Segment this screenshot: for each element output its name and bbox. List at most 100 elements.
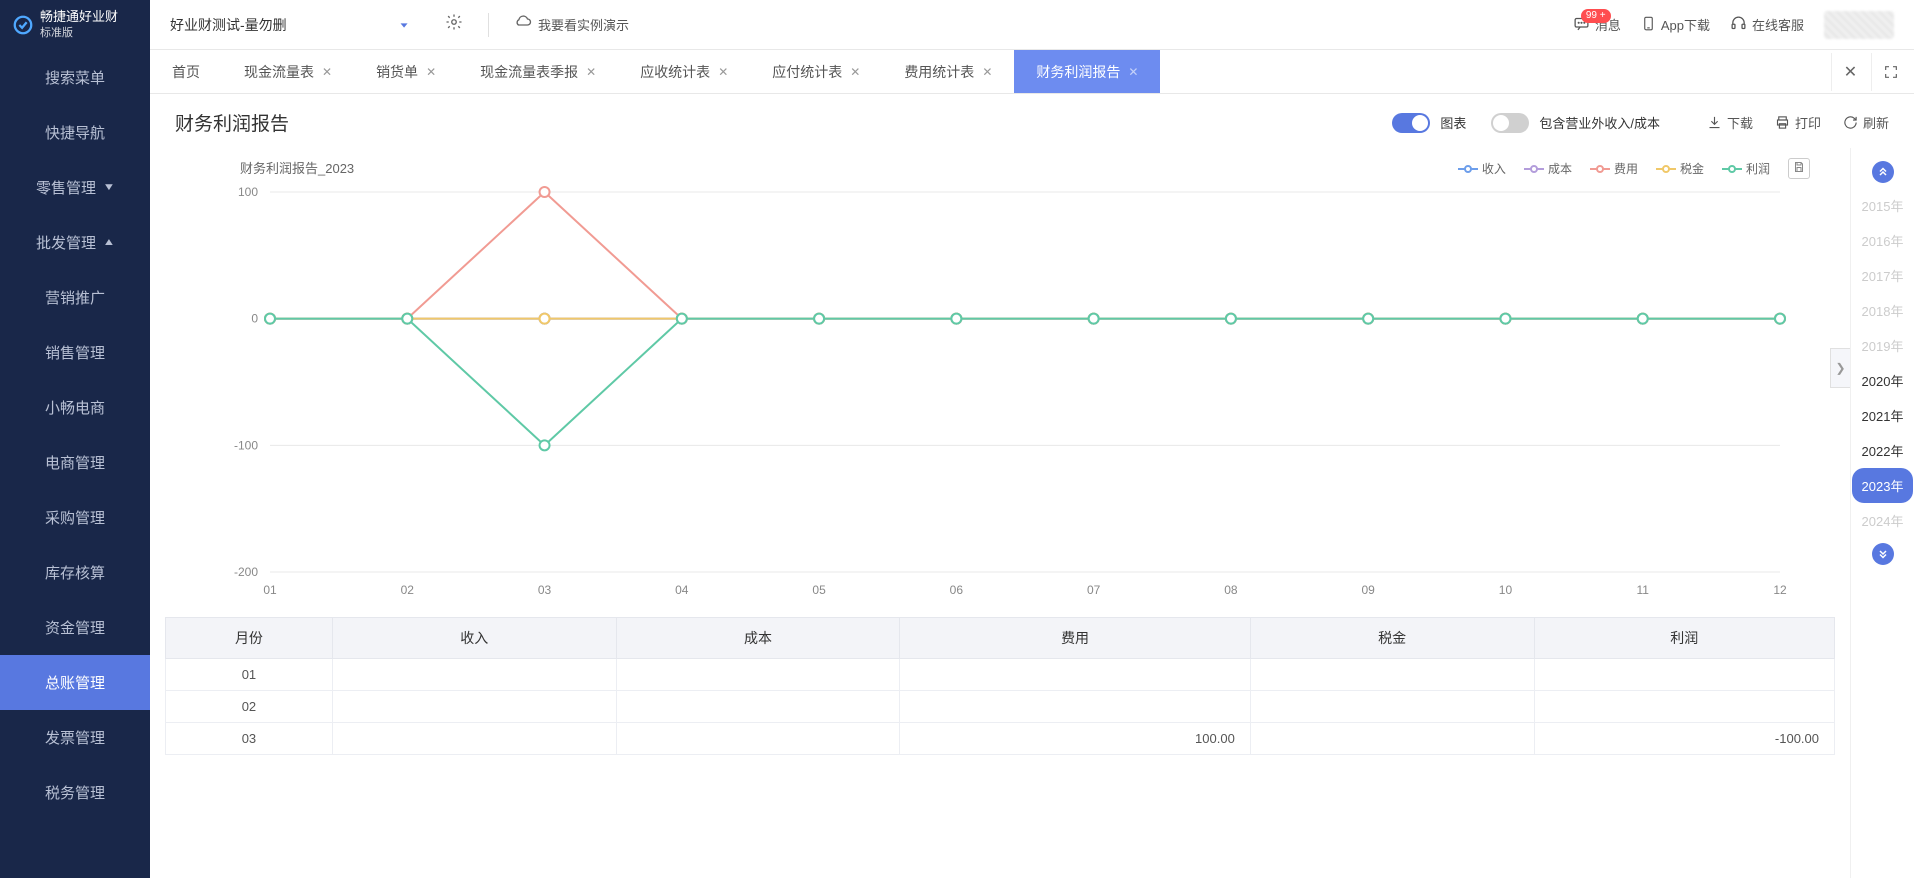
- table-header: 成本: [616, 618, 900, 659]
- cloud-icon: [514, 13, 532, 36]
- print-button[interactable]: 打印: [1775, 113, 1821, 132]
- app-download-button[interactable]: App下载: [1641, 15, 1710, 35]
- caret-down-icon: ▼: [103, 182, 116, 193]
- sidebar-item-电商管理[interactable]: 电商管理: [0, 435, 150, 490]
- workspace-selector[interactable]: 好业财测试-量勿删 ▼: [150, 15, 430, 35]
- extra-income-toggle[interactable]: [1491, 113, 1529, 133]
- download-icon: [1707, 115, 1722, 130]
- svg-text:-200: -200: [234, 565, 258, 579]
- collapse-year-panel-button[interactable]: ❯: [1830, 348, 1850, 388]
- year-item-2020年[interactable]: 2020年: [1852, 363, 1914, 398]
- header-actions: 消息 99 + App下载 在线客服: [1573, 11, 1914, 39]
- tab-应收统计表[interactable]: 应收统计表 ✕: [618, 50, 750, 93]
- sidebar-item-营销推广[interactable]: 营销推广: [0, 270, 150, 325]
- legend: 收入 成本 费用 税金 利润: [1458, 158, 1810, 179]
- headset-icon: [1730, 15, 1747, 35]
- close-icon[interactable]: ✕: [586, 65, 596, 79]
- refresh-button[interactable]: 刷新: [1843, 113, 1889, 132]
- tab-现金流量表季报[interactable]: 现金流量表季报 ✕: [458, 50, 618, 93]
- table-header: 收入: [332, 618, 616, 659]
- tab-label: 应收统计表: [640, 62, 710, 82]
- data-table: 月份收入成本费用税金利润 010203100.00-100.00: [165, 617, 1835, 755]
- close-icon[interactable]: ✕: [1128, 65, 1138, 79]
- profit-line-chart: -200-1000100010203040506070809101112: [180, 182, 1820, 602]
- table-cell: 01: [166, 659, 333, 691]
- tab-现金流量表[interactable]: 现金流量表✕: [222, 50, 354, 93]
- support-button[interactable]: 在线客服: [1730, 15, 1804, 35]
- sidebar-item-采购管理[interactable]: 采购管理: [0, 490, 150, 545]
- year-item-2021年[interactable]: 2021年: [1852, 398, 1914, 433]
- legend-label: 费用: [1614, 160, 1638, 177]
- legend-item-成本[interactable]: 成本: [1524, 160, 1572, 177]
- sidebar-item-快捷导航[interactable]: 快捷导航: [0, 105, 150, 160]
- legend-item-费用[interactable]: 费用: [1590, 160, 1638, 177]
- messages-button[interactable]: 消息 99 +: [1573, 15, 1621, 35]
- sidebar-item-批发管理[interactable]: 批发管理▲: [0, 215, 150, 270]
- svg-text:07: 07: [1087, 583, 1101, 597]
- sidebar-item-库存核算[interactable]: 库存核算: [0, 545, 150, 600]
- sidebar-item-销售管理[interactable]: 销售管理: [0, 325, 150, 380]
- fullscreen-button[interactable]: [1871, 53, 1909, 91]
- demo-link[interactable]: 我要看实例演示: [499, 13, 644, 36]
- table-cell: 02: [166, 691, 333, 723]
- sidebar-item-发票管理[interactable]: 发票管理: [0, 710, 150, 765]
- year-down-button[interactable]: [1872, 543, 1894, 565]
- close-all-tabs-button[interactable]: ✕: [1831, 53, 1869, 91]
- sidebar-item-label: 零售管理: [36, 177, 96, 198]
- svg-text:01: 01: [263, 583, 277, 597]
- avatar[interactable]: [1824, 11, 1894, 39]
- table-cell: [900, 691, 1250, 723]
- table-cell: 100.00: [900, 723, 1250, 755]
- workspace-name: 好业财测试-量勿删: [170, 15, 390, 35]
- legend-marker-icon: [1458, 164, 1478, 174]
- table-cell: [332, 659, 616, 691]
- gear-icon[interactable]: [445, 13, 463, 36]
- year-up-button[interactable]: [1872, 161, 1894, 183]
- messages-badge: 99 +: [1581, 9, 1611, 23]
- sidebar-item-label: 发票管理: [45, 727, 105, 748]
- chart-container: 财务利润报告_2023 收入成本费用税金利润 -200-100010001020…: [150, 148, 1850, 612]
- table-cell: 03: [166, 723, 333, 755]
- tab-应付统计表[interactable]: 应付统计表✕: [750, 50, 882, 93]
- legend-item-利润[interactable]: 利润: [1722, 160, 1770, 177]
- brand-edition: 标准版: [40, 24, 118, 40]
- sidebar-item-小畅电商[interactable]: 小畅电商: [0, 380, 150, 435]
- print-label: 打印: [1795, 113, 1821, 132]
- tab-费用统计表[interactable]: 费用统计表✕: [882, 50, 1014, 93]
- year-item-2018年: 2018年: [1852, 293, 1914, 328]
- year-item-2022年[interactable]: 2022年: [1852, 433, 1914, 468]
- year-item-2017年: 2017年: [1852, 258, 1914, 293]
- close-icon[interactable]: ✕: [426, 65, 436, 79]
- close-icon[interactable]: ✕: [718, 65, 728, 79]
- print-icon: [1775, 115, 1790, 130]
- table-cell: [332, 723, 616, 755]
- save-chart-icon[interactable]: [1788, 158, 1810, 179]
- download-button[interactable]: 下载: [1707, 113, 1753, 132]
- tab-财务利润报告[interactable]: 财务利润报告 ✕: [1014, 50, 1160, 93]
- svg-text:06: 06: [950, 583, 964, 597]
- refresh-label: 刷新: [1863, 113, 1889, 132]
- sidebar-item-搜索菜单[interactable]: 搜索菜单: [0, 50, 150, 105]
- svg-text:02: 02: [401, 583, 415, 597]
- svg-text:09: 09: [1362, 583, 1376, 597]
- tab-label: 财务利润报告: [1036, 62, 1120, 82]
- year-item-2023年[interactable]: 2023年: [1852, 468, 1914, 503]
- close-icon[interactable]: ✕: [322, 65, 332, 79]
- sidebar-item-总账管理[interactable]: 总账管理: [0, 655, 150, 710]
- legend-item-收入[interactable]: 收入: [1458, 160, 1506, 177]
- close-icon[interactable]: ✕: [850, 65, 860, 79]
- table-cell: [1250, 723, 1534, 755]
- chart-toggle[interactable]: [1392, 113, 1430, 133]
- tab-销货单[interactable]: 销货单✕: [354, 50, 458, 93]
- legend-item-税金[interactable]: 税金: [1656, 160, 1704, 177]
- sidebar-item-税务管理[interactable]: 税务管理: [0, 765, 150, 820]
- tab-首页[interactable]: 首页: [150, 50, 222, 93]
- sidebar-item-零售管理[interactable]: 零售管理 ▼: [0, 160, 150, 215]
- sidebar-item-资金管理[interactable]: 资金管理: [0, 600, 150, 655]
- tab-label: 现金流量表季报: [480, 62, 578, 82]
- year-item-2016年: 2016年: [1852, 223, 1914, 258]
- table-cell: [616, 691, 900, 723]
- legend-marker-icon: [1524, 164, 1544, 174]
- close-icon[interactable]: ✕: [982, 65, 992, 79]
- legend-marker-icon: [1656, 164, 1676, 174]
